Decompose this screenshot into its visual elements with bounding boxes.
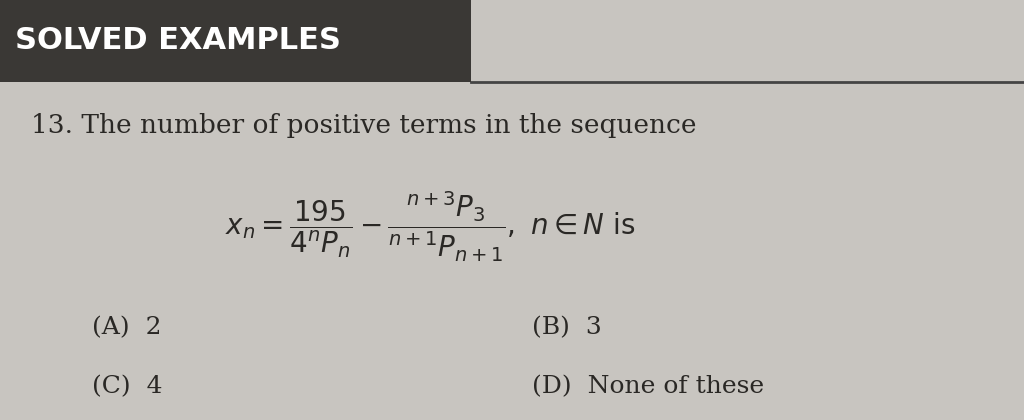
Text: SOLVED EXAMPLES: SOLVED EXAMPLES <box>15 26 341 55</box>
Text: (B)  3: (B) 3 <box>532 316 602 339</box>
Text: (D)  None of these: (D) None of these <box>532 375 765 398</box>
Text: $x_n = \dfrac{195}{4^n P_n} - \dfrac{{}^{n+3}P_3}{{}^{n+1}P_{n+1}},\ n \in N\ \m: $x_n = \dfrac{195}{4^n P_n} - \dfrac{{}^… <box>225 190 635 264</box>
Text: 13. The number of positive terms in the sequence: 13. The number of positive terms in the … <box>31 113 696 139</box>
Text: (A)  2: (A) 2 <box>92 316 162 339</box>
Text: (C)  4: (C) 4 <box>92 375 163 398</box>
FancyBboxPatch shape <box>0 0 471 82</box>
